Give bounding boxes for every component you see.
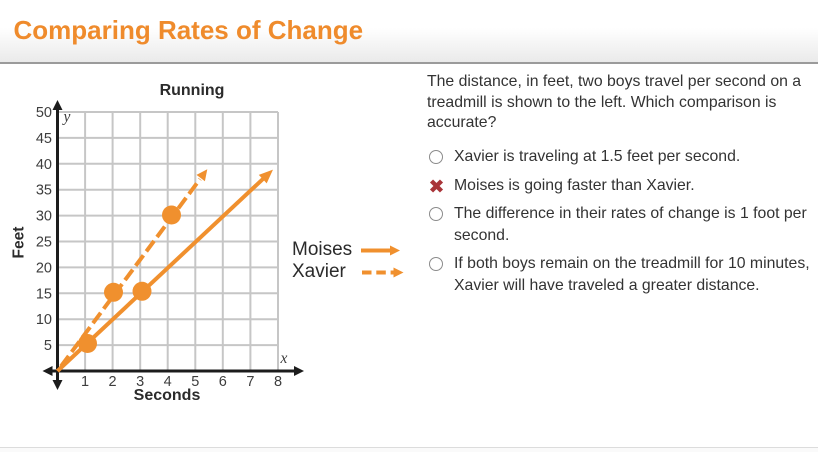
svg-text:8: 8 xyxy=(274,374,282,390)
svg-text:40: 40 xyxy=(36,157,52,173)
svg-text:x: x xyxy=(280,350,288,367)
svg-text:Feet: Feet xyxy=(11,227,28,259)
svg-text:10: 10 xyxy=(36,312,52,328)
svg-text:2: 2 xyxy=(109,374,117,390)
svg-text:50: 50 xyxy=(36,105,52,121)
svg-text:7: 7 xyxy=(246,374,254,390)
svg-text:1: 1 xyxy=(81,374,89,390)
svg-text:45: 45 xyxy=(36,131,52,147)
svg-text:Seconds: Seconds xyxy=(134,387,201,404)
svg-text:20: 20 xyxy=(36,260,52,276)
svg-text:30: 30 xyxy=(36,209,52,225)
svg-text:5: 5 xyxy=(191,374,199,390)
svg-text:25: 25 xyxy=(36,235,52,251)
svg-text:5: 5 xyxy=(44,338,52,354)
svg-text:y: y xyxy=(62,109,71,126)
svg-text:4: 4 xyxy=(164,374,172,390)
svg-text:3: 3 xyxy=(136,374,144,390)
svg-text:Running: Running xyxy=(160,82,225,99)
svg-text:6: 6 xyxy=(219,374,227,390)
svg-text:35: 35 xyxy=(36,183,52,199)
svg-text:15: 15 xyxy=(36,286,52,302)
